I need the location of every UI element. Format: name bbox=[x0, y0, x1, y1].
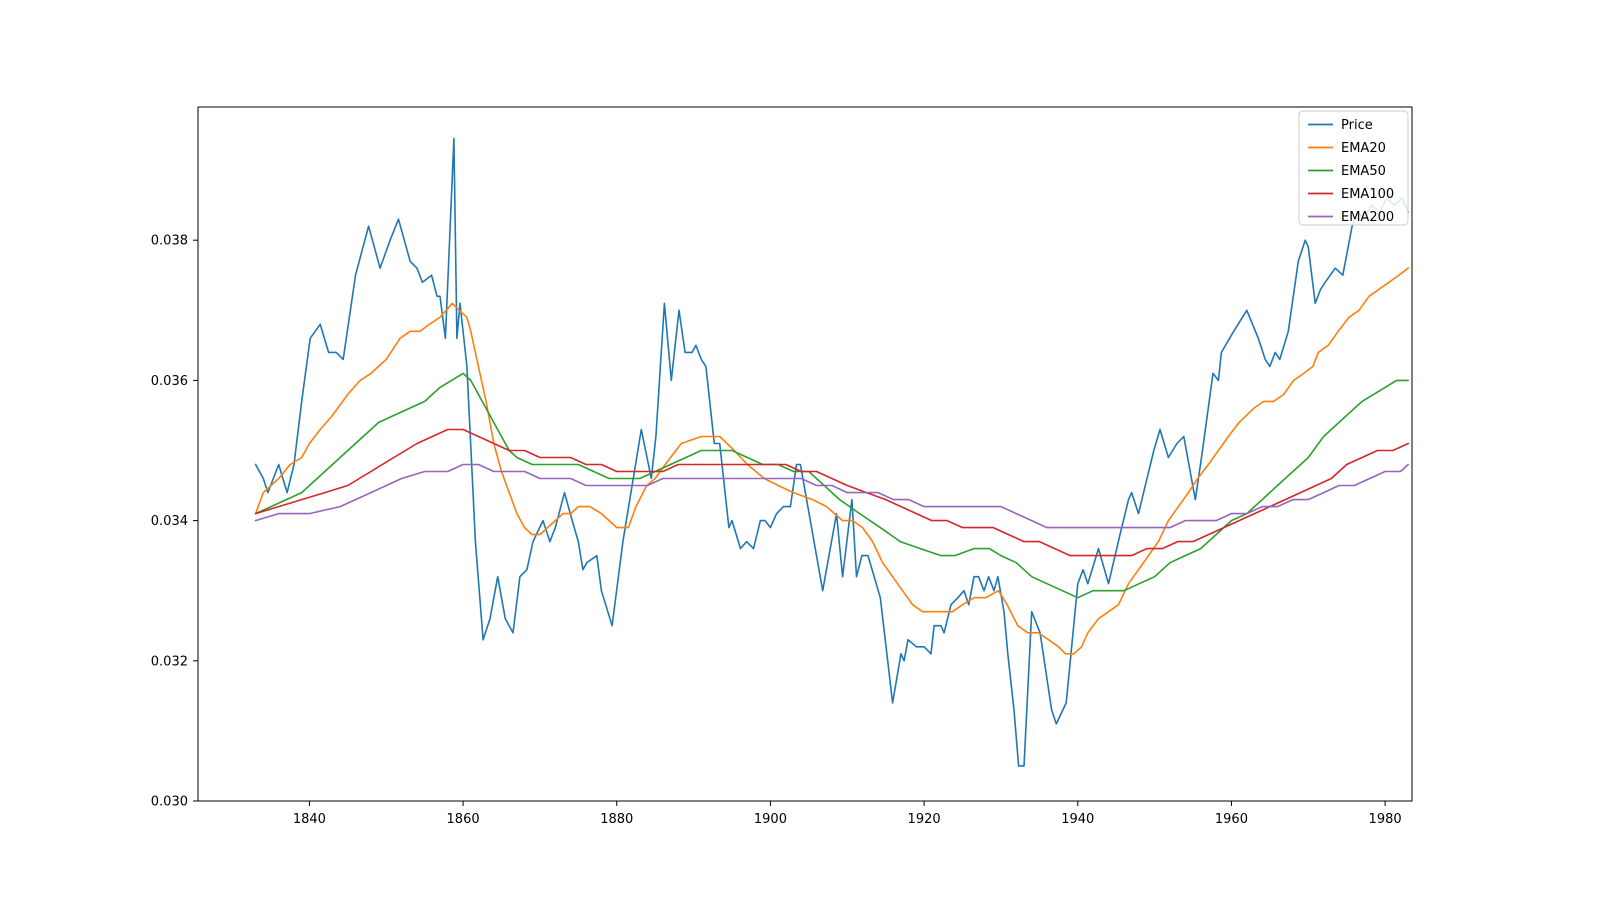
legend-frame bbox=[1298, 110, 1409, 226]
legend-label-price: Price bbox=[1341, 118, 1373, 133]
x-tick-label: 1960 bbox=[1215, 812, 1248, 827]
x-tick-label: 1840 bbox=[293, 812, 326, 827]
y-tick-label: 0.034 bbox=[151, 514, 188, 529]
y-tick-label: 0.038 bbox=[151, 234, 188, 249]
ema50-line bbox=[254, 372, 1409, 599]
x-tick-label: 1980 bbox=[1369, 812, 1402, 827]
x-tick-label: 1880 bbox=[600, 812, 633, 827]
legend-label-ema200: EMA200 bbox=[1341, 210, 1394, 225]
legend-label-ema50: EMA50 bbox=[1341, 164, 1386, 179]
price-line bbox=[254, 137, 1409, 767]
x-tick-label: 1860 bbox=[447, 812, 480, 827]
y-tick-label: 0.032 bbox=[151, 654, 188, 669]
ema100-line bbox=[254, 428, 1409, 557]
plot-border bbox=[197, 106, 1413, 802]
x-tick-label: 1940 bbox=[1061, 812, 1094, 827]
legend-label-ema100: EMA100 bbox=[1341, 187, 1394, 202]
ema200-line bbox=[254, 463, 1409, 529]
legend-label-ema20: EMA20 bbox=[1341, 141, 1386, 156]
y-tick-label: 0.030 bbox=[151, 795, 188, 810]
legend-box: Price EMA20 EMA50 EMA100 EMA200 bbox=[1298, 110, 1409, 226]
plot-area bbox=[197, 106, 1413, 802]
x-tick-label: 1920 bbox=[908, 812, 941, 827]
axes: 1840 1860 1880 1900 1920 1940 1960 1980 0.030 0.0… bbox=[151, 234, 1402, 827]
x-tick-label: 1900 bbox=[754, 812, 787, 827]
ema20-line bbox=[254, 267, 1409, 655]
series-lines bbox=[254, 137, 1409, 767]
y-tick-label: 0.036 bbox=[151, 374, 188, 389]
